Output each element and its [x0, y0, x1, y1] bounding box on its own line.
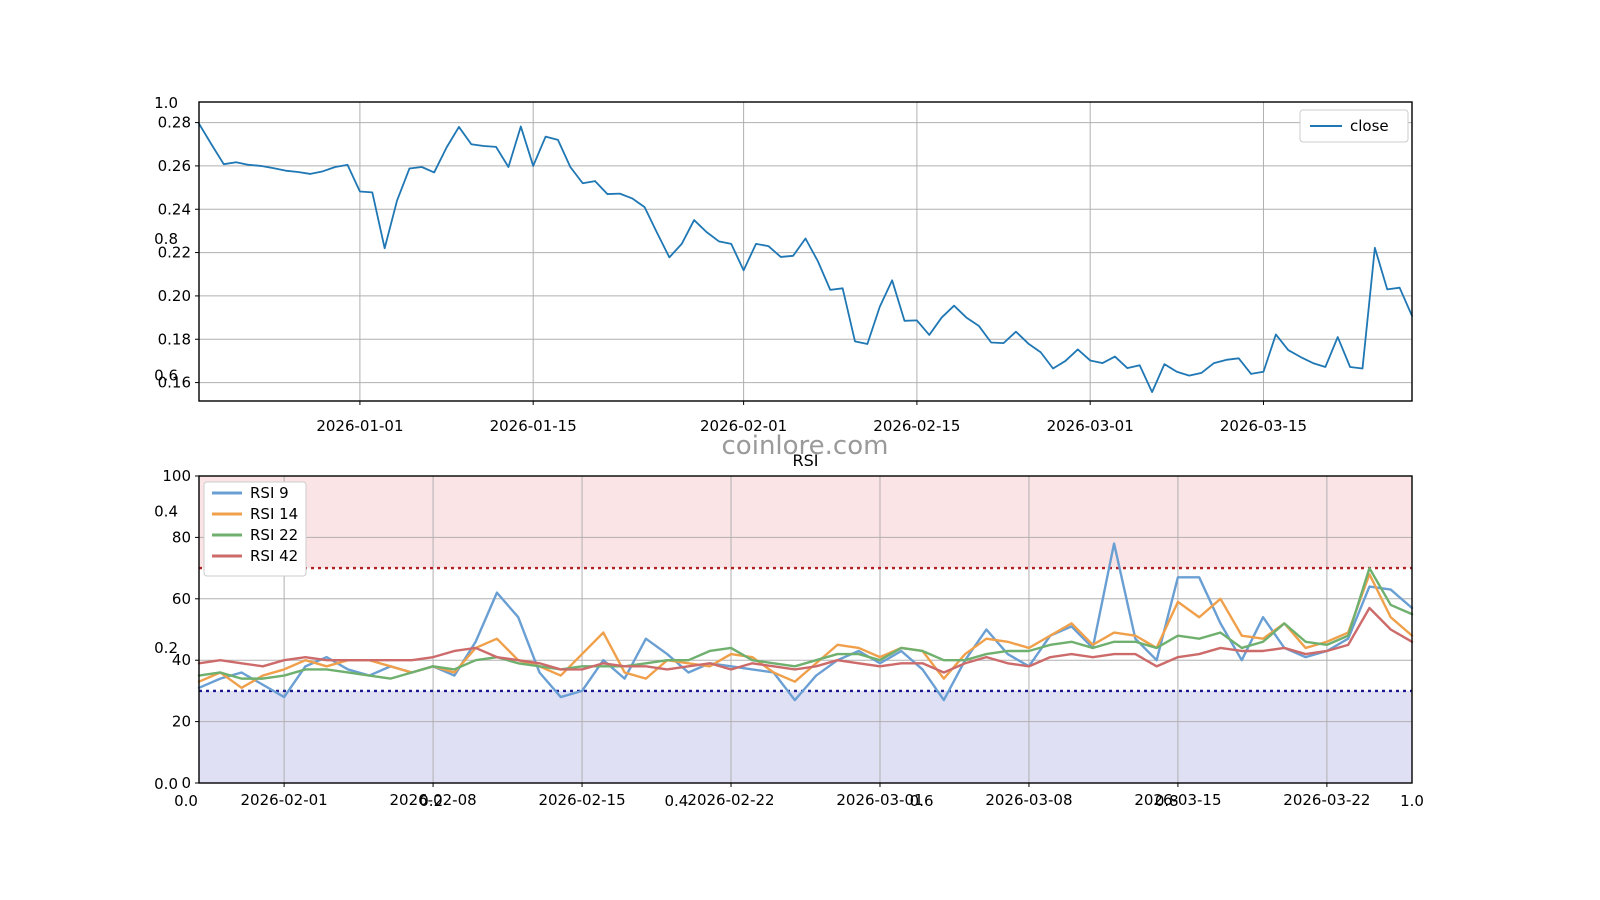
- overlay-x-tick: 0.4: [664, 792, 688, 810]
- price-y-tick: 0.22: [158, 244, 191, 262]
- price-legend[interactable]: close: [1299, 109, 1409, 143]
- overlay-y-tick: 0.2: [154, 639, 178, 657]
- rsi-x-tick: 2026-02-22: [687, 791, 774, 809]
- price-y-tick: 0.18: [158, 330, 191, 348]
- rsi-threshold-lines: [199, 566, 1412, 693]
- rsi-y-tick: 20: [172, 713, 191, 731]
- price-plot-background: [199, 102, 1412, 401]
- price-x-tick-labels: 2026-01-01 2026-01-15 2026-02-01 2026-02-15…: [316, 417, 1307, 435]
- rsi-legend-label: RSI 42: [250, 547, 298, 565]
- price-axes-frame: [198, 101, 1413, 402]
- rsi-panel-title: RSI: [793, 451, 819, 470]
- rsi-legend-label: RSI 14: [250, 505, 298, 523]
- rsi-series-rsi-42: [197, 606, 1414, 674]
- rsi-axes-frame: [198, 475, 1413, 784]
- overlay-x-tick-labels: 0.0 0.2 0.4 0.6 0.8 1.0: [174, 792, 1424, 810]
- price-x-tick: 2026-02-01: [700, 417, 787, 435]
- price-x-tick: 2026-01-01: [316, 417, 403, 435]
- price-x-tick: 2026-03-15: [1220, 417, 1307, 435]
- price-close-series: [198, 122, 1413, 394]
- rsi-y-tick: 0: [181, 774, 191, 792]
- price-chart-panel: 0.160.180.200.220.240.260.28 2026-01-01 2…: [158, 101, 1413, 435]
- overlay-x-tick: 0.0: [174, 792, 198, 810]
- rsi-y-tick: 60: [172, 590, 191, 608]
- price-x-tick: 2026-01-15: [490, 417, 577, 435]
- rsi-x-tick: 2026-03-22: [1283, 791, 1370, 809]
- rsi-x-tick: 2026-02-01: [241, 791, 328, 809]
- rsi-x-tick: 2026-02-08: [389, 791, 476, 809]
- overlay-y-tick: 0.0: [154, 775, 178, 793]
- overlay-blank-axes: 0.0 0.2 0.4 0.6 0.8 1.0 0.0 0.2 0.4 0.6 0.8 1.0: [154, 94, 1424, 810]
- rsi-series-rsi-22: [197, 566, 1414, 680]
- rsi-x-tick: 2026-03-08: [985, 791, 1072, 809]
- overlay-y-tick: 1.0: [154, 94, 178, 112]
- price-x-tick: 2026-02-15: [873, 417, 960, 435]
- rsi-x-tick: 2026-03-01: [836, 791, 923, 809]
- rsi-x-tick: 2026-02-15: [538, 791, 625, 809]
- price-y-tick: 0.24: [158, 200, 191, 218]
- rsi-legend-label: RSI 22: [250, 526, 298, 544]
- price-y-tick-labels: 0.16 0.18 0.20 0.22 0.24 0.26 0.28: [158, 114, 191, 392]
- price-y-tick: 0.26: [158, 157, 191, 175]
- rsi-y-tick: 40: [172, 651, 191, 669]
- rsi-series-group: [197, 542, 1414, 702]
- watermark-text: coinlore.com: [722, 431, 889, 461]
- rsi-x-tick: 2026-03-15: [1134, 791, 1221, 809]
- overlay-x-tick: 0.8: [1155, 792, 1179, 810]
- rsi-series-rsi-14: [197, 573, 1414, 690]
- rsi-y-tick-labels: 0 20 40 60 80 100: [162, 467, 191, 792]
- overlay-x-tick: 1.0: [1400, 792, 1424, 810]
- overlay-y-tick: 0.4: [154, 503, 178, 521]
- price-y-tick: 0.16: [158, 374, 191, 392]
- rsi-y-tick: 100: [162, 467, 191, 485]
- overlay-y-tick: 0.6: [154, 366, 178, 384]
- price-legend-label: close: [1350, 117, 1389, 135]
- rsi-threshold-bands: [199, 476, 1412, 783]
- overlay-x-tick: 0.6: [910, 792, 934, 810]
- rsi-y-tick: 80: [172, 528, 191, 546]
- price-y-tick: 0.28: [158, 114, 191, 132]
- overlay-x-tick: 0.2: [419, 792, 443, 810]
- overlay-y-tick: 0.8: [154, 230, 178, 248]
- rsi-legend[interactable]: RSI 9 RSI 14 RSI 22 RSI 42: [203, 481, 307, 577]
- price-x-tick: 2026-03-01: [1047, 417, 1134, 435]
- price-y-tick: 0.20: [158, 287, 191, 305]
- rsi-legend-label: RSI 9: [250, 484, 289, 502]
- overlay-y-tick-labels: 0.0 0.2 0.4 0.6 0.8 1.0: [154, 94, 178, 793]
- price-gridlines: [195, 102, 1412, 405]
- rsi-x-tick-labels: 2026-02-01 2026-02-08 2026-02-15 2026-02-22…: [241, 791, 1371, 809]
